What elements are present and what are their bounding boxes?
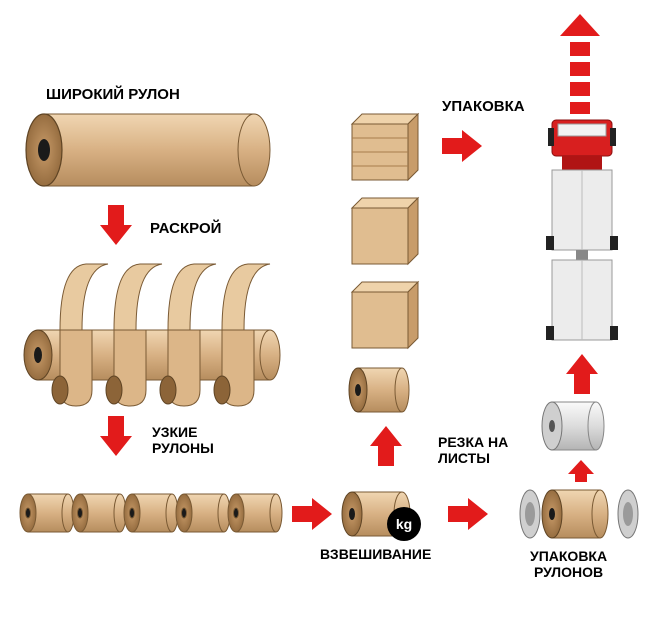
- arrow-down-2: [100, 416, 132, 456]
- arrow-dashed-up: [560, 14, 600, 114]
- arrow-right-3: [442, 130, 482, 162]
- narrow-rolls: [18, 490, 286, 536]
- slitting-block: [22, 258, 286, 410]
- kg-text: kg: [396, 516, 412, 532]
- wrapped-roll: [540, 398, 612, 454]
- arrow-down-1: [100, 205, 132, 245]
- label-weighing: ВЗВЕШИВАНИЕ: [320, 546, 431, 562]
- truck: [528, 118, 636, 346]
- label-slitting: РАСКРОЙ: [150, 220, 221, 237]
- packed-roll: [516, 484, 646, 544]
- label-sheeting: РЕЗКА НА ЛИСТЫ: [438, 434, 508, 466]
- weighing-block: kg: [340, 488, 432, 542]
- arrow-up-2: [566, 354, 598, 394]
- label-packing: УПАКОВКА: [442, 98, 525, 115]
- label-roll-packing: УПАКОВКА РУЛОНОВ: [530, 548, 607, 580]
- wide-roll: [22, 110, 270, 190]
- arrow-up-3: [568, 460, 594, 482]
- sheets-stack: [348, 108, 426, 418]
- label-wide-roll: ШИРОКИЙ РУЛОН: [46, 86, 180, 103]
- arrow-right-2: [448, 498, 488, 530]
- arrow-up-1: [370, 426, 402, 466]
- label-narrow-rolls: УЗКИЕ РУЛОНЫ: [152, 424, 214, 456]
- arrow-right-1: [292, 498, 332, 530]
